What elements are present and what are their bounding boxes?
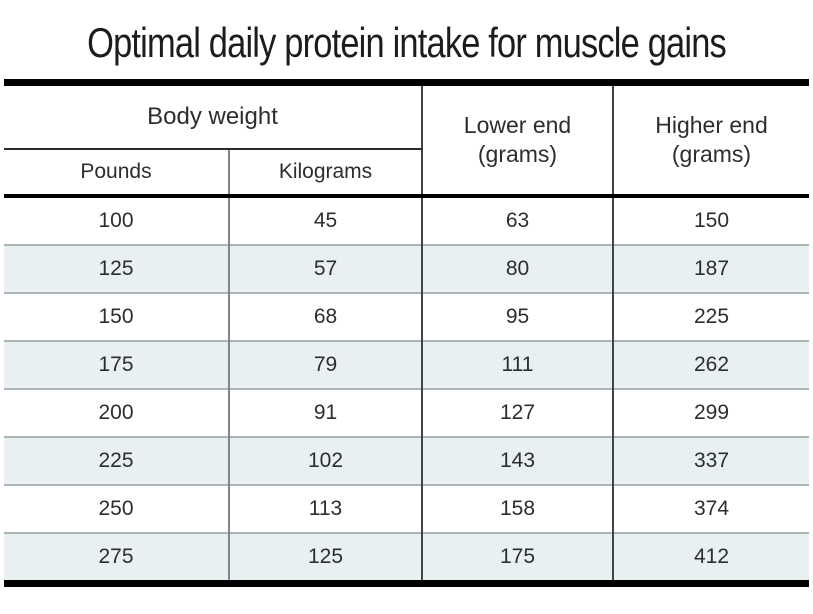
cell-higher-end: 150 <box>612 195 809 245</box>
cell-lower-end: 111 <box>421 340 613 389</box>
cell-lower-end: 63 <box>421 195 613 245</box>
higher-end-line1: Higher end <box>655 112 768 139</box>
cell-higher-end: 337 <box>612 436 809 485</box>
column-header-lower-end: Lower end (grams) <box>421 82 613 198</box>
cell-pounds: 250 <box>4 484 229 533</box>
title-bar: Optimal daily protein intake for muscle … <box>0 0 813 79</box>
cell-pounds: 100 <box>4 195 229 245</box>
cell-higher-end: 187 <box>612 244 809 293</box>
table-row: 175 79 111 262 <box>4 340 809 389</box>
cell-lower-end: 95 <box>421 292 613 341</box>
cell-pounds: 225 <box>4 436 229 485</box>
cell-kilograms: 45 <box>228 195 422 245</box>
table-row: 200 91 127 299 <box>4 388 809 437</box>
column-group-body-weight: Body weight <box>4 82 422 150</box>
header-row-group: Body weight Lower end (grams) Higher end… <box>4 82 809 198</box>
cell-higher-end: 225 <box>612 292 809 341</box>
lower-end-line1: Lower end <box>463 112 572 139</box>
cell-lower-end: 158 <box>421 484 613 533</box>
table-row: 225 102 143 337 <box>4 436 809 485</box>
lower-end-line2: (grams) <box>477 141 558 167</box>
cell-kilograms: 125 <box>228 532 422 584</box>
table-row: 125 57 80 187 <box>4 244 809 293</box>
table-row: 250 113 158 374 <box>4 484 809 533</box>
cell-pounds: 200 <box>4 388 229 437</box>
cell-lower-end: 127 <box>421 388 613 437</box>
cell-lower-end: 143 <box>421 436 613 485</box>
cell-pounds: 150 <box>4 292 229 341</box>
cell-pounds: 275 <box>4 532 229 584</box>
page-title: Optimal daily protein intake for muscle … <box>87 19 727 66</box>
cell-kilograms: 91 <box>228 388 422 437</box>
column-header-kilograms: Kilograms <box>228 149 422 198</box>
header-row-sub: Pounds Kilograms <box>4 149 809 198</box>
table-body: 100 45 63 150 125 57 80 187 150 68 95 22… <box>4 195 809 584</box>
cell-pounds: 175 <box>4 340 229 389</box>
cell-kilograms: 57 <box>228 244 422 293</box>
column-header-pounds: Pounds <box>4 149 229 198</box>
cell-kilograms: 113 <box>228 484 422 533</box>
cell-lower-end: 175 <box>421 532 613 584</box>
cell-higher-end: 262 <box>612 340 809 389</box>
cell-lower-end: 80 <box>421 244 613 293</box>
table-row: 100 45 63 150 <box>4 195 809 245</box>
protein-intake-table: Body weight Lower end (grams) Higher end… <box>4 79 809 587</box>
cell-kilograms: 68 <box>228 292 422 341</box>
table-row: 150 68 95 225 <box>4 292 809 341</box>
cell-higher-end: 374 <box>612 484 809 533</box>
cell-kilograms: 102 <box>228 436 422 485</box>
column-header-higher-end: Higher end (grams) <box>612 82 809 198</box>
cell-higher-end: 412 <box>612 532 809 584</box>
cell-higher-end: 299 <box>612 388 809 437</box>
table-header: Body weight Lower end (grams) Higher end… <box>4 82 809 198</box>
cell-kilograms: 79 <box>228 340 422 389</box>
table-row: 275 125 175 412 <box>4 532 809 584</box>
cell-pounds: 125 <box>4 244 229 293</box>
higher-end-line2: (grams) <box>671 141 752 167</box>
